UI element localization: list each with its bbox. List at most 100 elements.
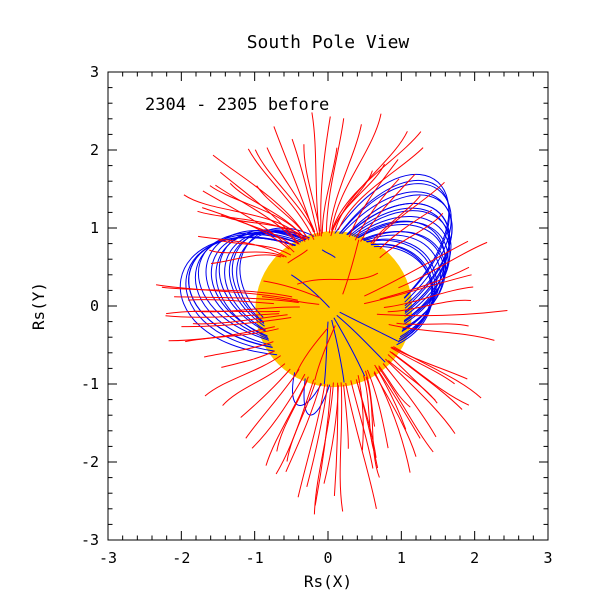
- disk-surface-line: [314, 325, 336, 381]
- closed-field-line: [197, 232, 300, 341]
- open-field-line: [365, 370, 376, 427]
- open-field-line: [266, 147, 316, 233]
- sun-disk: [255, 231, 413, 388]
- open-field-line: [374, 364, 421, 439]
- open-field-line: [373, 372, 417, 457]
- open-field-line: [165, 313, 280, 318]
- closed-field-line: [349, 207, 450, 314]
- disk-surface-line: [333, 317, 366, 377]
- disk-surface-line: [297, 272, 379, 285]
- open-field-line: [382, 363, 437, 438]
- open-field-line: [389, 351, 463, 410]
- open-field-line: [185, 328, 279, 343]
- x-tick-label: -1: [246, 549, 264, 567]
- closed-field-line: [194, 233, 299, 346]
- x-tick-label: 2: [470, 549, 479, 567]
- open-field-line: [357, 375, 364, 451]
- open-field-line: [314, 386, 332, 506]
- open-field-line: [331, 131, 422, 232]
- open-field-line: [379, 209, 433, 250]
- open-field-line: [215, 184, 299, 245]
- open-field-line: [209, 185, 305, 239]
- open-field-line: [355, 379, 377, 458]
- disk-surface-line: [261, 296, 320, 305]
- open-field-line: [396, 322, 469, 327]
- y-tick-label: -2: [81, 453, 99, 471]
- open-field-line: [376, 310, 508, 317]
- open-field-line: [183, 194, 305, 240]
- closed-field-line: [334, 174, 450, 299]
- open-field-line: [388, 324, 495, 341]
- open-field-line: [303, 144, 321, 232]
- open-field-line: [334, 131, 408, 231]
- open-field-line: [393, 346, 482, 399]
- disk-surface-line: [294, 327, 329, 377]
- disk-surface-line: [287, 249, 308, 264]
- x-axis-label: Rs(X): [304, 572, 352, 591]
- open-field-line: [325, 118, 345, 232]
- open-field-line: [366, 369, 389, 449]
- open-field-line: [339, 382, 344, 512]
- open-field-line: [348, 159, 399, 238]
- open-field-line: [375, 366, 407, 430]
- y-tick-label: 0: [90, 297, 99, 315]
- open-field-line: [306, 384, 329, 488]
- open-field-line: [379, 212, 444, 259]
- open-field-line: [245, 369, 300, 439]
- disk-surface-lines-group: [261, 239, 398, 385]
- open-field-line: [391, 351, 470, 406]
- open-field-line: [276, 380, 308, 452]
- axis-ticks: [107, 71, 549, 541]
- open-field-line: [383, 286, 474, 308]
- open-field-line: [251, 373, 306, 449]
- open-field-line: [219, 171, 300, 245]
- open-field-line: [343, 384, 349, 449]
- open-field-line: [181, 317, 292, 328]
- disk-surface-line: [339, 311, 398, 342]
- open-field-line: [345, 382, 377, 509]
- annotation-label: 2304 - 2305 before: [145, 95, 329, 115]
- disk-surface-line: [336, 315, 386, 363]
- open-field-line: [210, 254, 282, 264]
- open-field-line: [192, 314, 288, 325]
- open-field-line: [161, 286, 293, 298]
- open-field-line: [275, 379, 315, 475]
- open-field-line: [286, 382, 316, 462]
- closed-field-line: [292, 372, 322, 406]
- open-field-line: [198, 235, 287, 258]
- open-field-line: [254, 149, 317, 237]
- open-field-line: [387, 354, 436, 401]
- open-field-line: [209, 249, 285, 258]
- open-field-line: [320, 116, 331, 237]
- x-tick-label: 3: [543, 549, 552, 567]
- closed-field-line: [355, 220, 446, 322]
- open-field-line: [204, 355, 281, 397]
- open-field-line: [220, 214, 307, 240]
- open-field-line: [187, 299, 274, 305]
- plot-area: [156, 112, 508, 515]
- open-field-line: [203, 341, 274, 358]
- open-field-line: [333, 382, 339, 497]
- closed-field-line: [339, 179, 450, 299]
- open-field-line: [378, 367, 434, 453]
- closed-field-line: [339, 183, 452, 303]
- open-field-line: [156, 284, 298, 301]
- open-field-line: [166, 310, 280, 315]
- y-tick-label: -1: [81, 375, 99, 393]
- open-field-line: [291, 138, 319, 237]
- x-tick-label: 1: [397, 549, 406, 567]
- open-field-line: [297, 383, 326, 498]
- open-field-line: [363, 375, 376, 455]
- x-tick-label: -2: [172, 549, 190, 567]
- disk-surface-line: [331, 319, 345, 383]
- open-field-line: [313, 382, 334, 515]
- open-field-line: [174, 296, 299, 304]
- closed-field-line: [228, 231, 307, 327]
- open-field-line: [311, 112, 321, 236]
- open-field-line: [390, 347, 455, 385]
- disk-surface-line: [321, 249, 336, 258]
- y-tick-label: -3: [81, 531, 99, 549]
- closed-field-line: [218, 229, 307, 332]
